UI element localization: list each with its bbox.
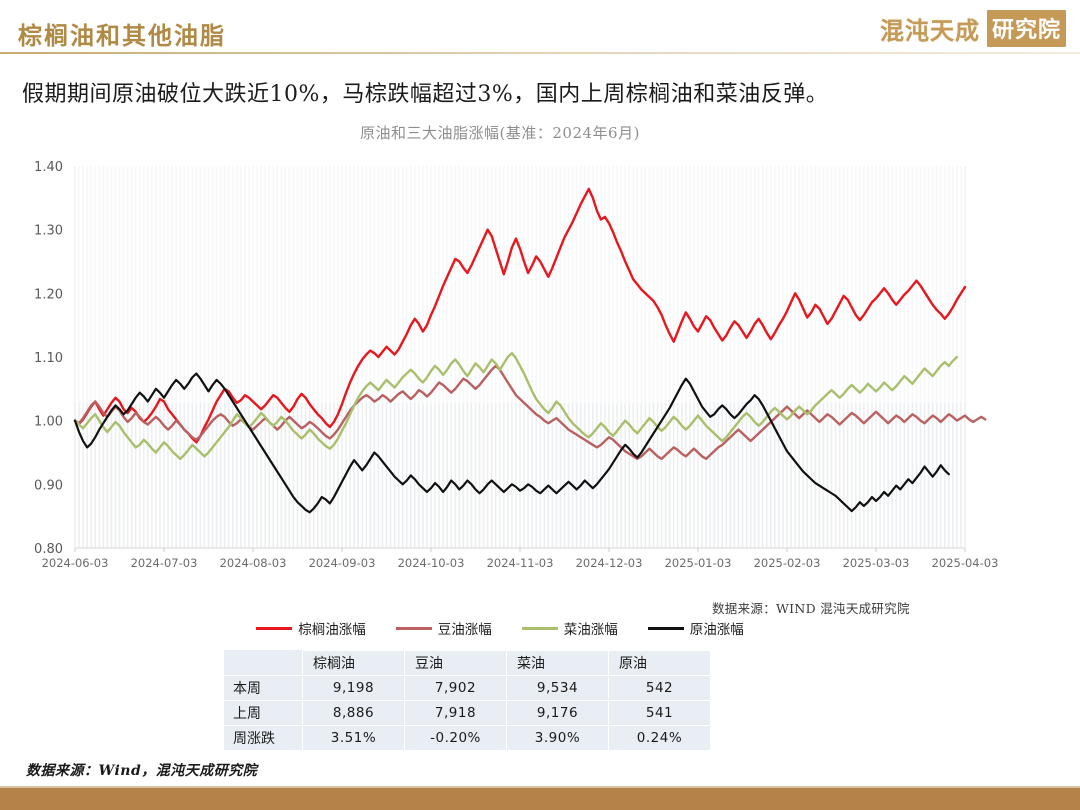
- section-title: 棕榈油和其他油脂: [18, 21, 226, 50]
- table-cell: 3.51%: [302, 725, 405, 751]
- legend-swatch-icon: [647, 626, 684, 630]
- table-cell: 542: [608, 675, 711, 701]
- footer-bar: [0, 788, 1080, 810]
- table-row-header: 本周: [224, 675, 303, 701]
- table-column-header: 菜油: [506, 650, 609, 676]
- series-line: [73, 372, 950, 514]
- y-axis-labels: 0.80 0.90 1.00 1.10 1.20 1.30 1.40: [34, 160, 63, 557]
- svg-text:1.30: 1.30: [34, 224, 63, 239]
- legend-swatch-icon: [521, 626, 558, 630]
- logo-text: 混沌天成: [879, 15, 980, 45]
- svg-text:1.20: 1.20: [34, 287, 63, 302]
- svg-text:2024-07-03: 2024-07-03: [131, 556, 198, 570]
- table-cell: 9,534: [506, 675, 609, 701]
- header-divider: [0, 52, 1080, 54]
- svg-text:2024-11-03: 2024-11-03: [487, 556, 554, 570]
- svg-text:2025-03-03: 2025-03-03: [843, 556, 910, 570]
- table-column-header: 原油: [608, 650, 711, 676]
- table-row: 本周 9,198 7,902 9,534 542: [224, 675, 711, 701]
- legend-label: 豆油涨幅: [437, 622, 492, 638]
- svg-text:2024-06-03: 2024-06-03: [42, 556, 109, 570]
- svg-text:1.00: 1.00: [34, 415, 63, 430]
- svg-text:2024-10-03: 2024-10-03: [398, 556, 465, 570]
- table-cell: 7,902: [404, 675, 507, 701]
- series-line: [73, 187, 967, 444]
- page-header: 棕榈油和其他油脂 混沌天成 研究院: [0, 0, 1080, 56]
- x-axis-labels: 2024-06-03 2024-07-03 2024-08-03 2024-09-03…: [42, 548, 999, 570]
- chart-title: 原油和三大油脂涨幅(基准：2024年6月): [360, 124, 640, 142]
- table-cell: 9,198: [302, 675, 405, 701]
- table-cell: 8,886: [302, 700, 405, 726]
- table-row: 上周 8,886 7,918 9,176 541: [224, 700, 711, 726]
- footer-bar-highlight: [0, 786, 1080, 788]
- table-cell: 9,176: [506, 700, 609, 726]
- chart-legend: 棕榈油涨幅 豆油涨幅 菜油涨幅 原油涨幅: [0, 618, 1000, 638]
- table-corner-cell: [224, 650, 303, 676]
- svg-text:1.10: 1.10: [34, 351, 63, 366]
- legend-swatch-icon: [395, 626, 432, 630]
- table-row-header: 上周: [224, 700, 303, 726]
- logo-badge: 研究院: [986, 9, 1066, 47]
- chart-source-note: 数据来源：WIND 混沌天成研究院: [712, 601, 910, 616]
- legend-item[interactable]: 豆油涨幅: [395, 618, 492, 638]
- legend-label: 原油涨幅: [689, 622, 744, 638]
- footer-source: 数据来源：Wind，混沌天成研究院: [26, 763, 258, 779]
- legend-item[interactable]: 原油涨幅: [647, 618, 744, 638]
- svg-text:0.80: 0.80: [34, 542, 63, 557]
- svg-text:0.90: 0.90: [34, 478, 63, 493]
- legend-label: 棕榈油涨幅: [298, 622, 366, 638]
- svg-text:2025-01-03: 2025-01-03: [665, 556, 732, 570]
- table-cell: -0.20%: [404, 725, 507, 751]
- table-cell: 541: [608, 700, 711, 726]
- series-line: [73, 364, 987, 461]
- legend-label: 菜油涨幅: [563, 622, 618, 638]
- table-header-row: 棕榈油 豆油 菜油 原油: [224, 650, 711, 676]
- legend-item[interactable]: 棕榈油涨幅: [256, 618, 366, 638]
- table-cell: 0.24%: [608, 725, 711, 751]
- brand-logo: 混沌天成 研究院: [879, 9, 1066, 47]
- table-cell: 7,918: [404, 700, 507, 726]
- chart-container: 原油和三大油脂涨幅(基准：2024年6月) 0.80 0.90 1.00 1.10 1.…: [0, 122, 1000, 582]
- svg-text:2025-02-03: 2025-02-03: [754, 556, 821, 570]
- svg-text:2024-09-03: 2024-09-03: [309, 556, 376, 570]
- legend-swatch-icon: [256, 626, 293, 630]
- legend-item[interactable]: 菜油涨幅: [521, 618, 618, 638]
- svg-text:2025-04-03: 2025-04-03: [932, 556, 999, 570]
- headline-text: 假期期间原油破位大跌近10%，马棕跌幅超过3%，国内上周棕榈油和菜油反弹。: [22, 82, 829, 107]
- table-cell: 3.90%: [506, 725, 609, 751]
- table-row: 周涨跌 3.51% -0.20% 3.90% 0.24%: [224, 725, 711, 751]
- svg-text:1.40: 1.40: [34, 160, 63, 175]
- series-line: [73, 351, 959, 461]
- table-column-header: 豆油: [404, 650, 507, 676]
- svg-text:2024-08-03: 2024-08-03: [220, 556, 287, 570]
- table-column-header: 棕榈油: [302, 650, 405, 676]
- svg-text:2024-12-03: 2024-12-03: [576, 556, 643, 570]
- summary-table: 棕榈油 豆油 菜油 原油 本周 9,198 7,902 9,534 542 上周 8,886 7,91…: [224, 650, 711, 751]
- table-row-header: 周涨跌: [224, 725, 303, 751]
